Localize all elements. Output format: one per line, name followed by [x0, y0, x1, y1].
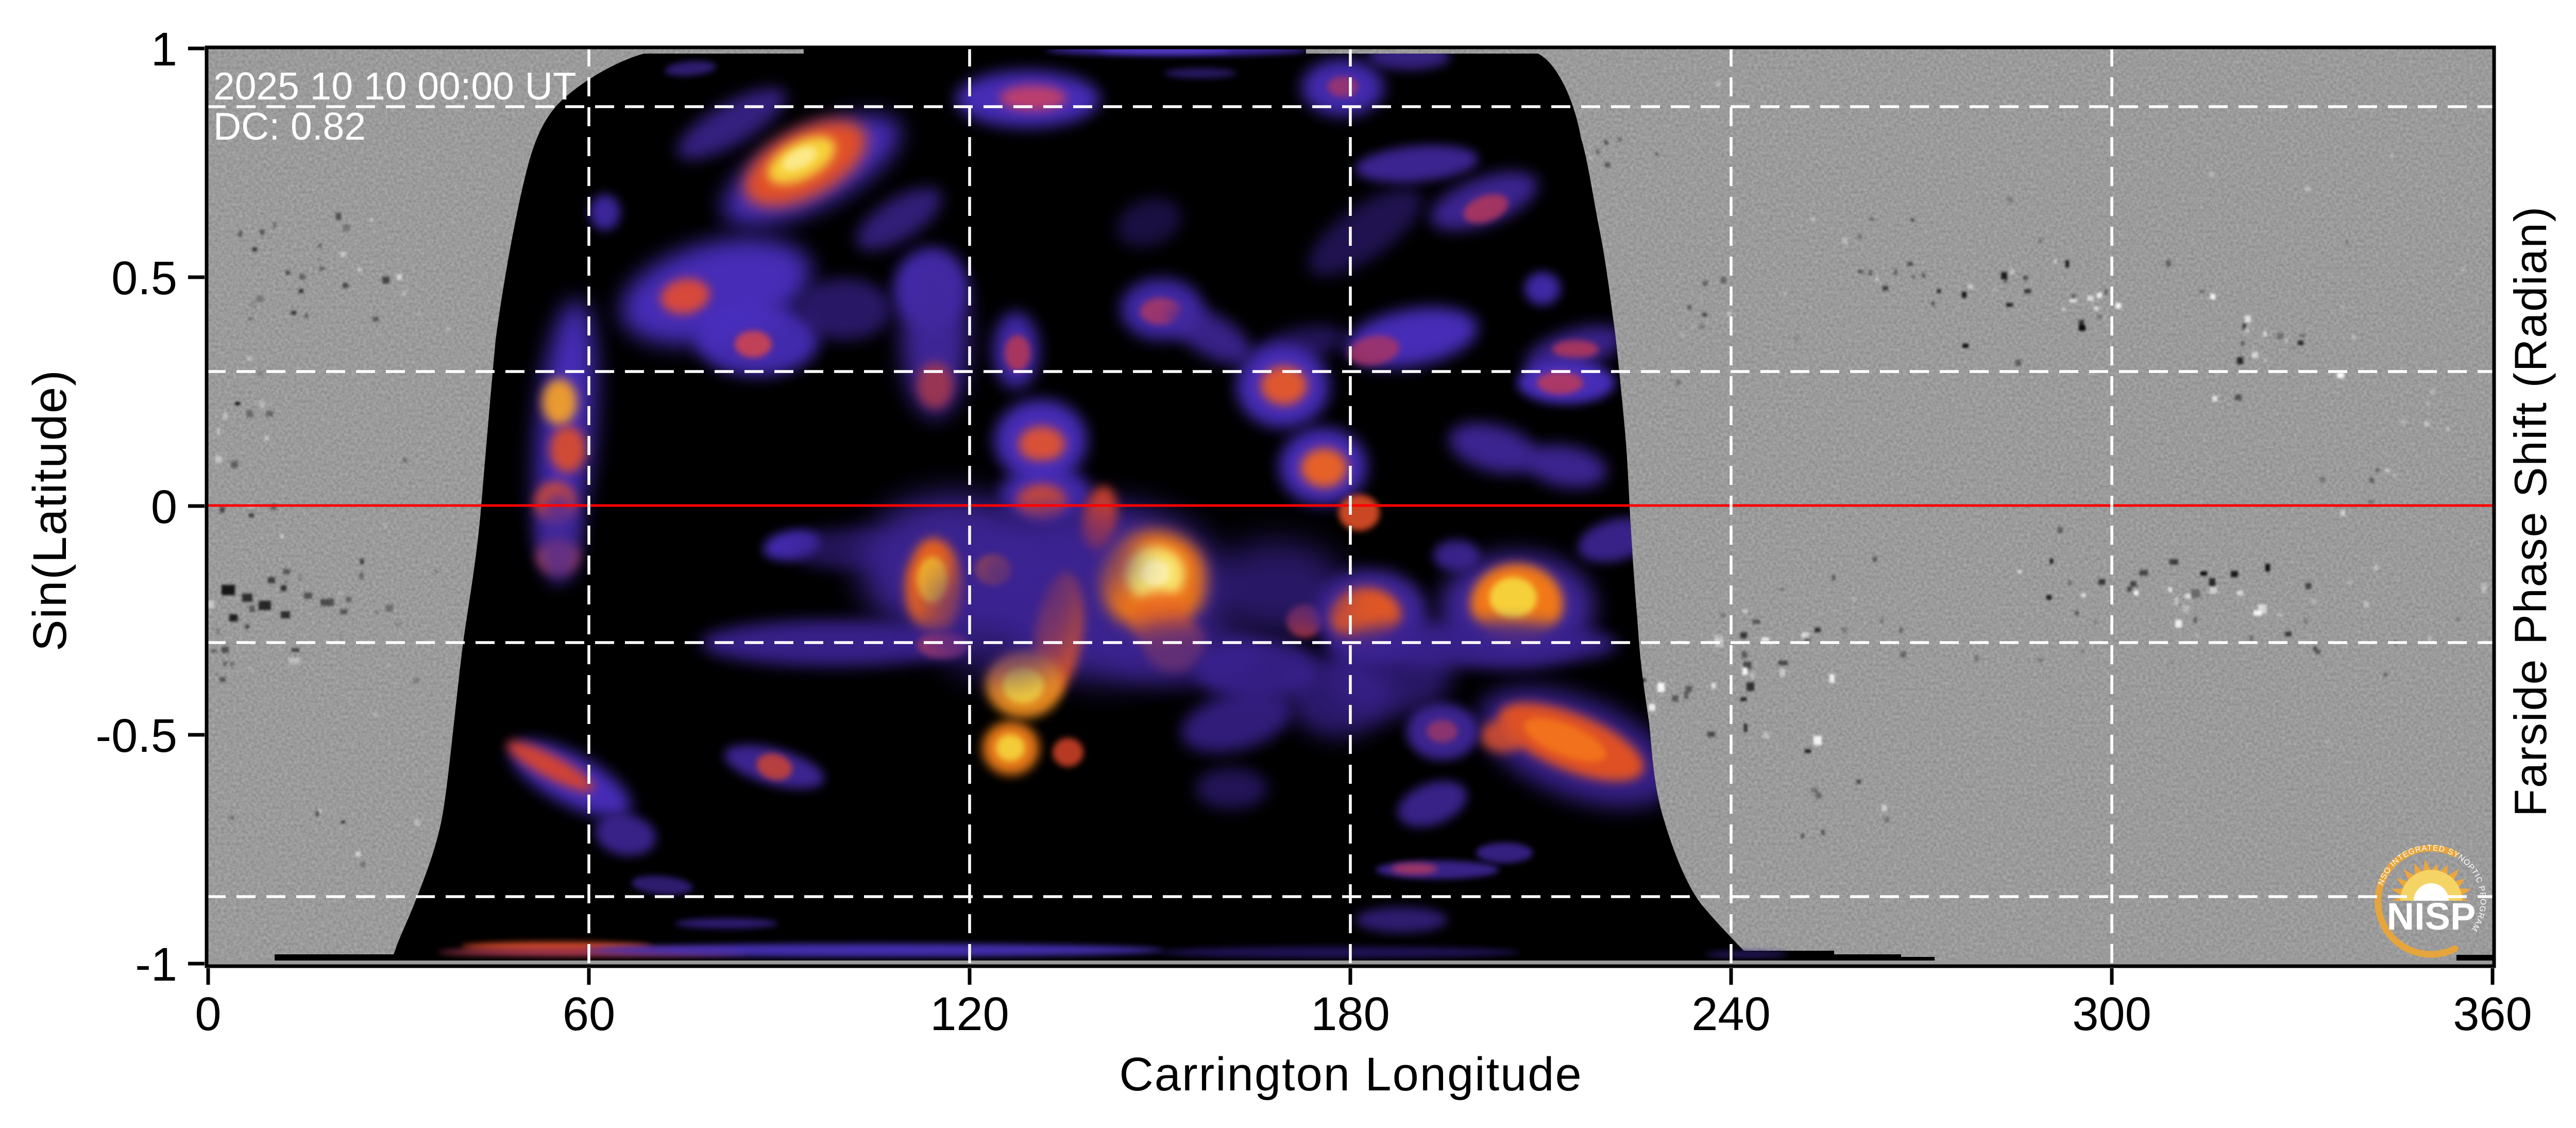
svg-text:2025 10 10 00:00 UT: 2025 10 10 00:00 UT — [213, 64, 577, 108]
svg-text:DC: 0.82: DC: 0.82 — [213, 105, 366, 148]
svg-text:-1: -1 — [135, 938, 177, 991]
svg-text:1: 1 — [151, 23, 177, 76]
svg-text:Carrington Longitude: Carrington Longitude — [1119, 1048, 1582, 1101]
svg-text:360: 360 — [2453, 988, 2532, 1040]
svg-text:0: 0 — [151, 481, 177, 533]
svg-text:300: 300 — [2072, 988, 2151, 1040]
svg-text:120: 120 — [930, 988, 1009, 1040]
svg-text:240: 240 — [1691, 988, 1771, 1040]
svg-text:Farside Phase Shift (Radian): Farside Phase Shift (Radian) — [2505, 206, 2556, 817]
svg-text:180: 180 — [1311, 988, 1390, 1040]
svg-text:NISP: NISP — [2387, 895, 2476, 938]
svg-text:Sin(Latitude): Sin(Latitude) — [24, 369, 76, 651]
svg-text:60: 60 — [563, 988, 615, 1040]
svg-text:-0.5: -0.5 — [95, 710, 177, 762]
svg-text:0.5: 0.5 — [111, 252, 177, 305]
svg-text:0: 0 — [195, 988, 221, 1040]
